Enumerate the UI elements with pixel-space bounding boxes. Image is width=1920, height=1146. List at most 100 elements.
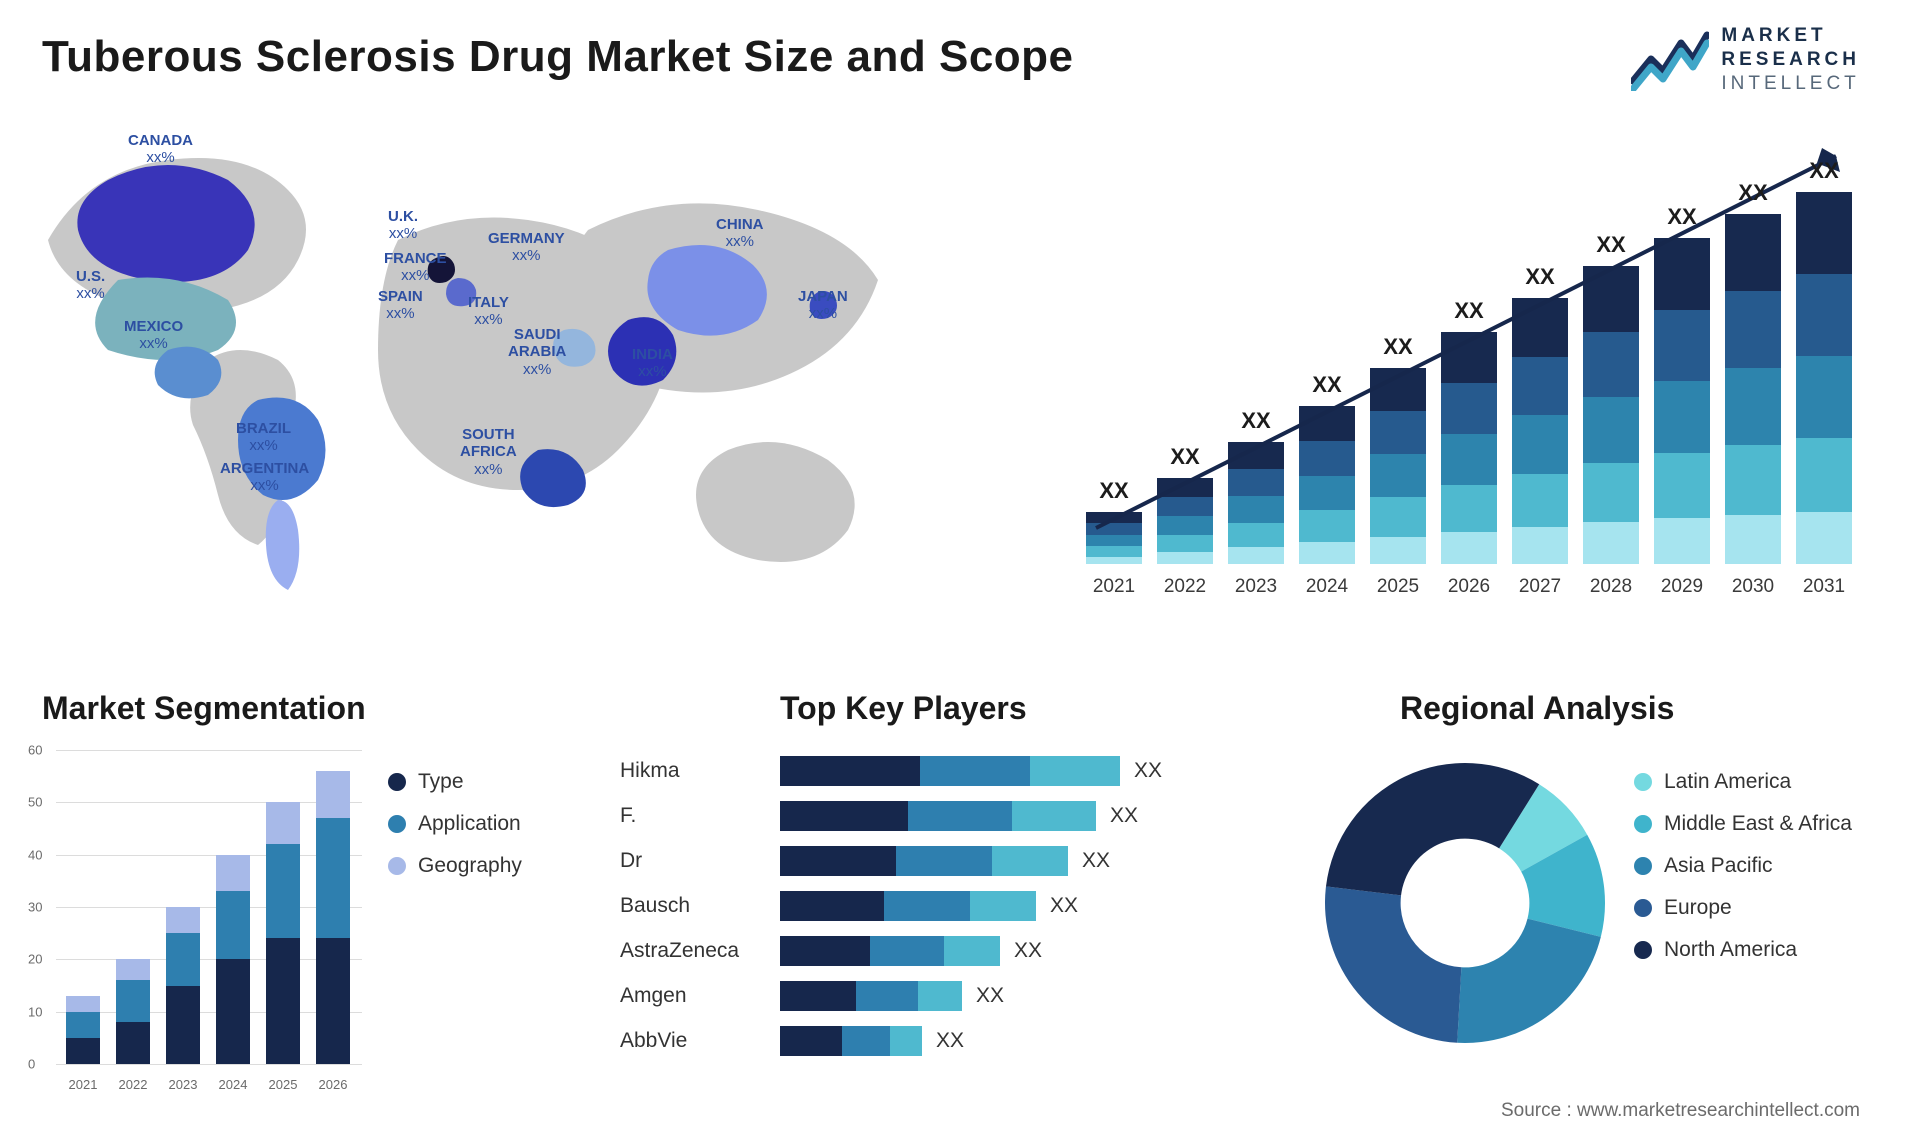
seg-year-label: 2026 bbox=[316, 1077, 350, 1092]
mainchart-bar bbox=[1583, 266, 1639, 564]
seg-bar bbox=[116, 959, 150, 1064]
seg-year-label: 2022 bbox=[116, 1077, 150, 1092]
player-value-label: XX bbox=[1050, 894, 1078, 918]
player-name: AbbVie bbox=[620, 1029, 780, 1053]
mainchart-year-label: 2023 bbox=[1228, 576, 1284, 598]
player-bar bbox=[780, 1026, 922, 1056]
regional-legend-item: Middle East & Africa bbox=[1634, 812, 1864, 836]
segmentation-legend: Type Application Geography bbox=[388, 770, 522, 896]
player-name: F. bbox=[620, 804, 780, 828]
legend-label: Type bbox=[418, 770, 464, 794]
player-value-label: XX bbox=[1110, 804, 1138, 828]
seg-bar bbox=[216, 855, 250, 1064]
seg-legend-item: Application bbox=[388, 812, 522, 836]
player-bar bbox=[780, 891, 1036, 921]
legend-label: Application bbox=[418, 812, 521, 836]
legend-label: Geography bbox=[418, 854, 522, 878]
legend-label: Europe bbox=[1664, 896, 1732, 920]
player-bar bbox=[780, 801, 1096, 831]
legend-dot-icon bbox=[388, 857, 406, 875]
logo-text: MARKET RESEARCH INTELLECT bbox=[1721, 24, 1860, 95]
regional-legend-item: Latin America bbox=[1634, 770, 1864, 794]
regional-legend-item: Europe bbox=[1634, 896, 1864, 920]
map-label: U.S.xx% bbox=[76, 268, 105, 303]
mainchart-bar bbox=[1299, 406, 1355, 564]
map-label: U.K.xx% bbox=[388, 208, 418, 243]
map-label: SAUDIARABIAxx% bbox=[508, 326, 566, 378]
mainchart-bar bbox=[1441, 332, 1497, 564]
map-label: JAPANxx% bbox=[798, 288, 848, 323]
mainchart-value-label: XX bbox=[1512, 264, 1568, 290]
mainchart-bar bbox=[1796, 192, 1852, 564]
map-label: SPAINxx% bbox=[378, 288, 423, 323]
mainchart-bar bbox=[1157, 478, 1213, 564]
mainchart-value-label: XX bbox=[1583, 232, 1639, 258]
source-attribution: Source : www.marketresearchintellect.com bbox=[1501, 1100, 1860, 1122]
mainchart-year-label: 2030 bbox=[1725, 576, 1781, 598]
player-row: DrXX bbox=[620, 838, 1260, 883]
mainchart-year-label: 2022 bbox=[1157, 576, 1213, 598]
map-label: GERMANYxx% bbox=[488, 230, 565, 265]
brand-logo: MARKET RESEARCH INTELLECT bbox=[1631, 24, 1860, 95]
seg-bar bbox=[66, 996, 100, 1064]
seg-legend-item: Geography bbox=[388, 854, 522, 878]
map-label: ITALYxx% bbox=[468, 294, 509, 329]
mainchart-bar bbox=[1086, 512, 1142, 564]
mainchart-value-label: XX bbox=[1725, 180, 1781, 206]
legend-dot-icon bbox=[1634, 857, 1652, 875]
players-chart: HikmaXXF.XXDrXXBauschXXAstraZenecaXXAmge… bbox=[620, 748, 1260, 1063]
map-label: SOUTHAFRICAxx% bbox=[460, 426, 517, 478]
mainchart-value-label: XX bbox=[1796, 158, 1852, 184]
mainchart-bar bbox=[1725, 214, 1781, 564]
mainchart-year-label: 2028 bbox=[1583, 576, 1639, 598]
regional-donut bbox=[1310, 748, 1620, 1058]
mainchart-value-label: XX bbox=[1157, 444, 1213, 470]
seg-year-label: 2023 bbox=[166, 1077, 200, 1092]
legend-label: Middle East & Africa bbox=[1664, 812, 1852, 836]
mainchart-year-label: 2027 bbox=[1512, 576, 1568, 598]
mainchart-bar bbox=[1370, 368, 1426, 564]
mainchart-year-label: 2024 bbox=[1299, 576, 1355, 598]
mainchart-bar bbox=[1512, 298, 1568, 564]
mainchart-value-label: XX bbox=[1086, 478, 1142, 504]
map-label: CANADAxx% bbox=[128, 132, 193, 167]
seg-bar bbox=[316, 771, 350, 1064]
seg-ytick: 60 bbox=[28, 743, 42, 758]
player-value-label: XX bbox=[1134, 759, 1162, 783]
segmentation-chart: 0102030405060 202120222023202420252026 bbox=[32, 740, 362, 1100]
seg-ytick: 50 bbox=[28, 795, 42, 810]
mainchart-value-label: XX bbox=[1228, 408, 1284, 434]
player-row: Hikma XX bbox=[620, 748, 1260, 793]
legend-dot-icon bbox=[1634, 941, 1652, 959]
seg-ytick: 0 bbox=[28, 1057, 35, 1072]
seg-bar bbox=[166, 907, 200, 1064]
regional-heading: Regional Analysis bbox=[1400, 690, 1674, 727]
player-name: Amgen bbox=[620, 984, 780, 1008]
seg-ytick: 10 bbox=[28, 1004, 42, 1019]
mainchart-year-label: 2029 bbox=[1654, 576, 1710, 598]
map-label: INDIAxx% bbox=[632, 346, 673, 381]
players-heading: Top Key Players bbox=[780, 690, 1027, 727]
legend-label: Asia Pacific bbox=[1664, 854, 1773, 878]
player-name: Hikma bbox=[620, 759, 780, 783]
mainchart-year-label: 2025 bbox=[1370, 576, 1426, 598]
mainchart-value-label: XX bbox=[1299, 372, 1355, 398]
player-value-label: XX bbox=[976, 984, 1004, 1008]
map-label: FRANCExx% bbox=[384, 250, 447, 285]
player-value-label: XX bbox=[1014, 939, 1042, 963]
player-bar bbox=[780, 936, 1000, 966]
legend-label: North America bbox=[1664, 938, 1797, 962]
player-bar bbox=[780, 981, 962, 1011]
mainchart-year-label: 2031 bbox=[1796, 576, 1852, 598]
logo-mark-icon bbox=[1631, 29, 1709, 91]
regional-legend: Latin America Middle East & Africa Asia Pa… bbox=[1634, 770, 1864, 980]
seg-bar bbox=[266, 802, 300, 1064]
legend-dot-icon bbox=[1634, 815, 1652, 833]
map-label: MEXICOxx% bbox=[124, 318, 183, 353]
player-row: AstraZenecaXX bbox=[620, 928, 1260, 973]
mainchart-year-label: 2021 bbox=[1086, 576, 1142, 598]
donut-slice bbox=[1326, 763, 1539, 895]
regional-legend-item: North America bbox=[1634, 938, 1864, 962]
player-name: Dr bbox=[620, 849, 780, 873]
page-title: Tuberous Sclerosis Drug Market Size and … bbox=[42, 32, 1074, 82]
